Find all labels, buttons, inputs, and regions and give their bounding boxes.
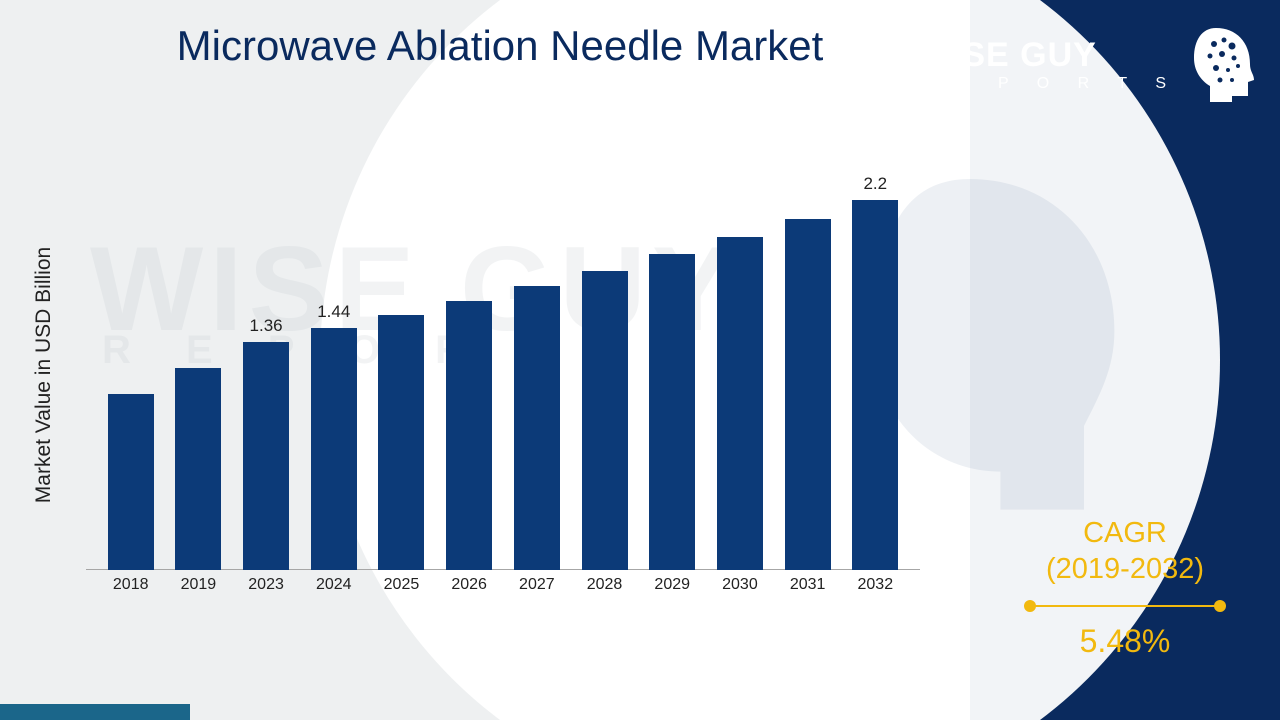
cagr-divider — [1030, 605, 1220, 607]
bar: 2.2 — [852, 200, 898, 570]
bar-rect — [243, 342, 289, 570]
bar-rect — [582, 271, 628, 570]
brand-head-icon — [1188, 26, 1256, 104]
brand-logo: WISE GUY R E P O R T S — [919, 26, 1256, 104]
x-tick-label: 2030 — [717, 576, 763, 594]
x-tick-label: 2027 — [514, 576, 560, 594]
x-tick-label: 2025 — [378, 576, 424, 594]
cagr-period: (2019-2032) — [1046, 553, 1204, 585]
bar-value-label: 1.36 — [250, 316, 283, 336]
bar — [108, 394, 154, 570]
bar: 1.44 — [311, 328, 357, 570]
brand-line1: WISE GUY — [919, 38, 1178, 72]
cagr-title-text: CAGR — [1083, 517, 1167, 549]
cagr-value: 5.48% — [1010, 623, 1240, 660]
bar: 1.36 — [243, 342, 289, 570]
bar — [649, 254, 695, 570]
bar — [717, 237, 763, 570]
page-root: WISE GUY R E P O R T S WISE GUY R E P O … — [0, 0, 1280, 720]
bar-rect — [378, 315, 424, 570]
x-tick-label: 2018 — [108, 576, 154, 594]
brand-line2: R E P O R T S — [919, 76, 1178, 92]
bottom-accent-bar — [0, 704, 190, 720]
bar-rect — [175, 368, 221, 570]
x-tick-label: 2024 — [311, 576, 357, 594]
x-tick-label: 2031 — [785, 576, 831, 594]
bar-rect — [311, 328, 357, 570]
x-ticks: 2018 2019 2023 2024 2025 2026 2027 2028 2029 2030… — [86, 570, 920, 600]
x-tick-label: 2019 — [175, 576, 221, 594]
bar-rect — [785, 219, 831, 570]
bar — [514, 286, 560, 570]
y-axis-label: Market Value in USD Billion — [32, 185, 56, 565]
chart-title: Microwave Ablation Needle Market — [60, 22, 940, 70]
bar-value-label: 2.2 — [863, 174, 887, 194]
bar-rect — [108, 394, 154, 570]
cagr-box: CAGR (2019-2032) 5.48% — [1010, 515, 1240, 661]
plot-area: 1.36 1.44 2.2 — [86, 150, 920, 570]
bar-rect — [514, 286, 560, 570]
bar — [378, 315, 424, 570]
x-tick-label: 2028 — [582, 576, 628, 594]
bar — [582, 271, 628, 570]
bar-rect — [717, 237, 763, 570]
bar-rect — [649, 254, 695, 570]
bar-chart: Market Value in USD Billion 1.361.442.2 … — [40, 150, 920, 600]
bar — [446, 301, 492, 570]
bar-rect — [852, 200, 898, 570]
bar-rect — [446, 301, 492, 570]
bar — [785, 219, 831, 570]
bar-value-label: 1.44 — [317, 302, 350, 322]
cagr-title: CAGR (2019-2032) — [1010, 515, 1240, 588]
bar — [175, 368, 221, 570]
x-tick-label: 2032 — [852, 576, 898, 594]
x-tick-label: 2029 — [649, 576, 695, 594]
x-tick-label: 2023 — [243, 576, 289, 594]
x-tick-label: 2026 — [446, 576, 492, 594]
